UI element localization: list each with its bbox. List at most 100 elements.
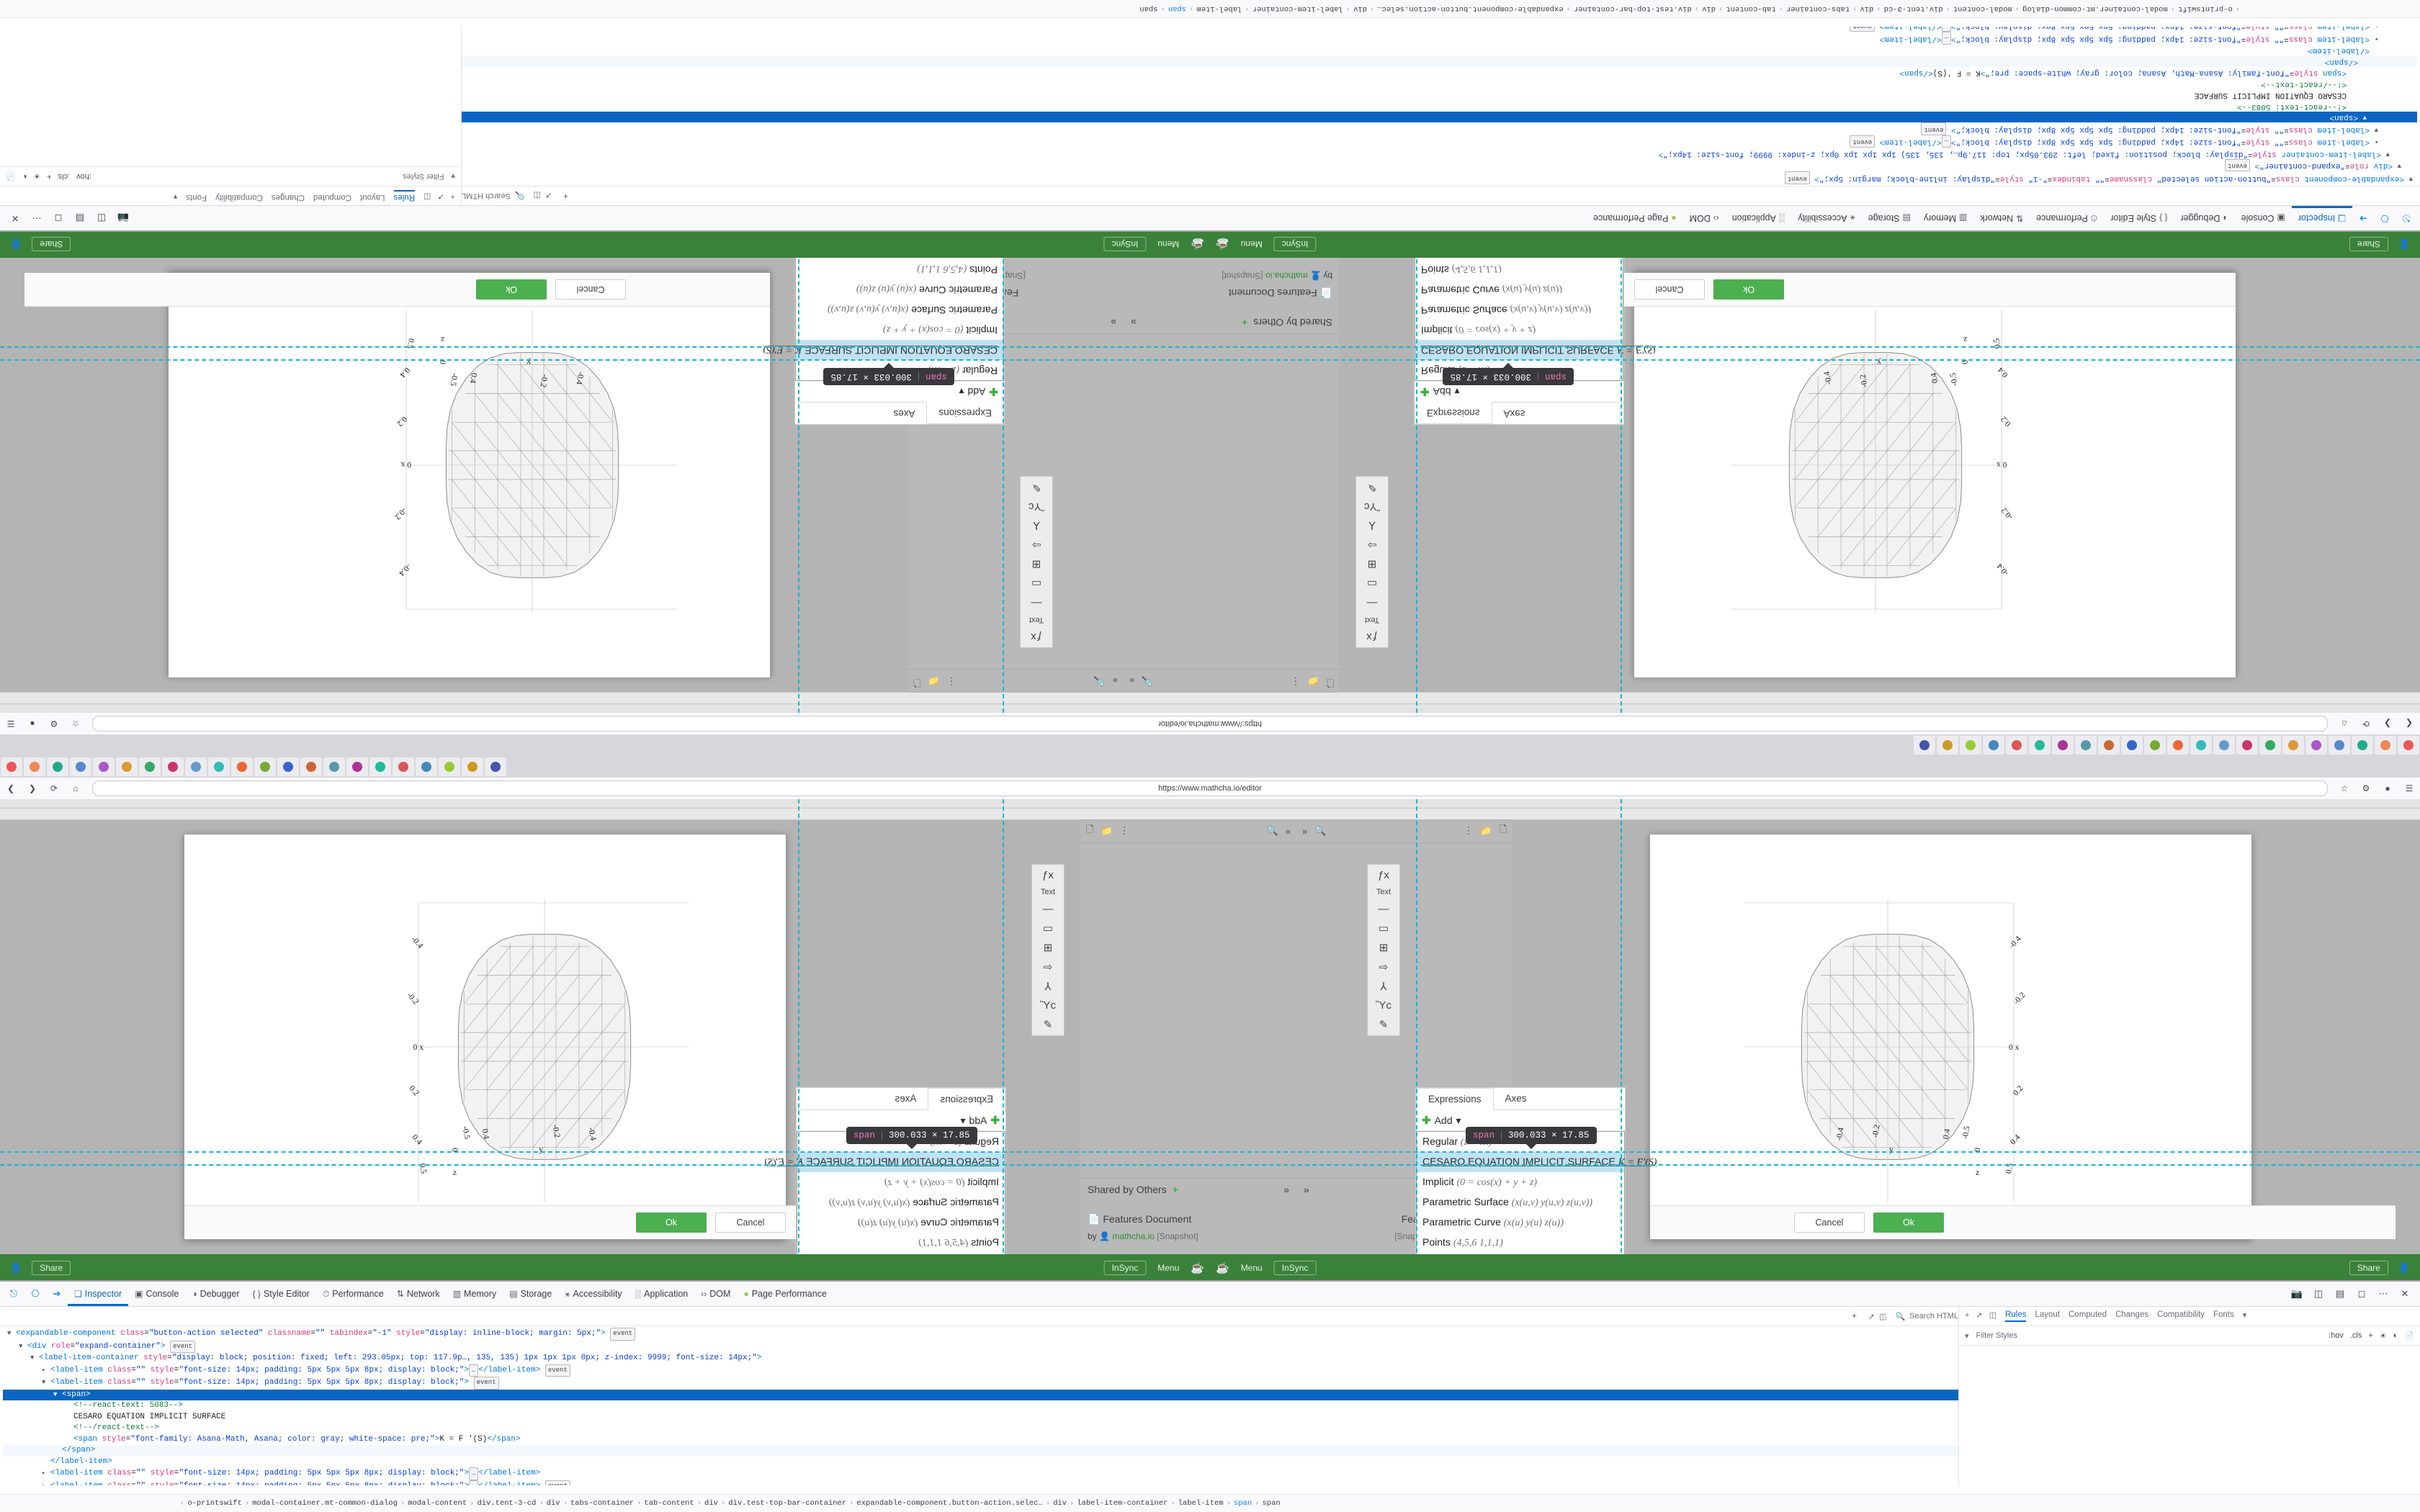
expand-triangle-icon[interactable]	[2352, 103, 2355, 110]
browser-tab[interactable]	[2052, 736, 2074, 755]
expand-triangle-icon[interactable]	[2352, 81, 2355, 88]
responsive-design-icon[interactable]: ⎔	[2380, 213, 2389, 224]
new-file-icon[interactable]: 🗋️	[1499, 824, 1507, 834]
devtools-tab-memory[interactable]: ▥ Memory	[1917, 206, 1974, 230]
filter-styles-placeholder[interactable]: Filter Styles	[1976, 1331, 2017, 1340]
expand-triangle-icon[interactable]	[2352, 92, 2355, 99]
person-icon[interactable]: 👤	[2398, 1262, 2410, 1273]
browser-tab[interactable]	[254, 757, 276, 776]
reload-icon[interactable]: ⟳	[2362, 719, 2370, 729]
search-icon[interactable]: 🔍	[1266, 825, 1278, 836]
style-tab-compatibility[interactable]: Compatibility	[215, 193, 263, 202]
toggle-pane-icon[interactable]: ◫	[1989, 1311, 1997, 1320]
dom-node-line[interactable]: ▸ <label-item class="" style="font-size:…	[462, 32, 2417, 45]
tab-axes[interactable]: Axes	[1503, 408, 1525, 419]
contrast-icon[interactable]: ◐	[2393, 1331, 2398, 1340]
breadcrumb-item[interactable]: tabs-container	[1785, 4, 1850, 13]
cancel-button[interactable]: Cancel	[1794, 1212, 1865, 1233]
browser-tab[interactable]	[139, 757, 161, 776]
editor-toolbar-right[interactable]: ƒx Text — ▭ ⊞ ⇨ ⅄ Ὓc ✎	[1367, 864, 1400, 1036]
breadcrumb-item[interactable]: span	[1262, 1499, 1281, 1508]
coffee-cup-icon[interactable]: ☕	[1216, 1262, 1229, 1274]
add-rule-icon[interactable]: +	[2368, 1331, 2373, 1340]
cancel-button[interactable]: Cancel	[1634, 279, 1705, 300]
expression-type-item[interactable]: Implicit (0 = cos(x) + y + z)	[1415, 320, 1623, 340]
dock-bottom-icon[interactable]: ▤	[2335, 1288, 2345, 1299]
expand-icon[interactable]: »	[1302, 825, 1308, 837]
tab-axes[interactable]: Axes	[893, 408, 915, 419]
pseudo-class-icon[interactable]: ➚	[1976, 1311, 1983, 1320]
table-icon[interactable]: ⊞	[1031, 558, 1041, 570]
devtools-tabbar[interactable]: ⎋ ⎔ ➔ ❑ Inspector ▣ Console ◑ Debugger{ } Styl…	[0, 205, 2420, 230]
dom-node-line[interactable]: ▼ <label-item-container style="display: …	[30, 1354, 762, 1362]
hover-toggle[interactable]: :hov	[76, 172, 91, 181]
browser-tab[interactable]	[2352, 736, 2373, 755]
browser-tab[interactable]	[277, 757, 299, 776]
browser-tab[interactable]	[1, 757, 22, 776]
expand-triangle-icon[interactable]: ▸	[2375, 27, 2378, 30]
image-icon[interactable]: Ὓc	[1364, 500, 1380, 513]
breadcrumb-item[interactable]: div.test-top-bar-container	[1573, 4, 1692, 13]
dom-node-line[interactable]: CESARO EQUATION IMPLICIT SURFACE	[3, 1412, 1958, 1423]
url-bar[interactable]: https://www.mathcha.io/editor	[92, 716, 2328, 732]
browser-tab[interactable]	[2098, 736, 2120, 755]
more-tools-icon[interactable]: ⋯	[32, 213, 42, 224]
browser-tab[interactable]	[93, 757, 115, 776]
insync-badge-right[interactable]: InSync	[1273, 1261, 1317, 1275]
devtools-tab-debugger[interactable]: ◑ Debugger	[185, 1282, 246, 1306]
dom-node-line[interactable]: </span>	[462, 55, 2417, 67]
arrow-icon[interactable]: ⇨	[1379, 961, 1389, 973]
breadcrumb-item[interactable]: label-item	[1196, 4, 1242, 13]
responsive-design-icon[interactable]: ⎔	[31, 1288, 40, 1299]
coffee-cup-icon[interactable]: ☕	[1216, 238, 1229, 250]
breadcrumb-item[interactable]: o-printswift	[187, 1499, 242, 1508]
new-folder-icon[interactable]: 📁	[1307, 676, 1319, 687]
style-tab-computed[interactable]: Computed	[2069, 1310, 2107, 1319]
menu-button-left[interactable]: Menu	[1157, 1263, 1180, 1273]
browser-tab[interactable]	[2144, 736, 2166, 755]
more-options-icon[interactable]: ⋮	[1119, 825, 1129, 836]
dom-search-placeholder[interactable]: Search HTML	[1909, 1312, 1958, 1320]
expand-triangle-icon[interactable]: ▸	[42, 1470, 46, 1477]
reload-icon[interactable]: ⟳	[50, 783, 58, 793]
author-name[interactable]: mathcha.io	[1112, 1231, 1155, 1241]
browser-tab[interactable]	[1914, 736, 1935, 755]
add-node-icon[interactable]: +	[563, 192, 568, 200]
pencil-icon[interactable]: ✎	[1379, 1019, 1389, 1031]
expression-type-item[interactable]: Implicit (0 = cos(x) + y + z)	[1417, 1172, 1624, 1192]
browser-tab[interactable]	[231, 757, 253, 776]
dom-breadcrumb-bar[interactable]: ‹ o-printswift › modal-container.mt-common-…	[0, 0, 2420, 18]
tab-expressions[interactable]: Expressions	[1415, 402, 1492, 424]
expression-type-item[interactable]: Parametric Curve (x(u) y(u) z(u))	[1415, 279, 1623, 300]
dock-side-icon[interactable]: ◫	[2313, 1288, 2323, 1299]
add-rule-icon[interactable]: +	[450, 192, 455, 201]
breadcrumb-item[interactable]: div	[1353, 4, 1367, 13]
expression-type-item[interactable]: CESARO EQUATION IMPLICIT SURFACE K = F′(…	[765, 1152, 1005, 1172]
devtools-tab-style-editor[interactable]: { } Style Editor	[2104, 206, 2174, 230]
text-icon[interactable]: Text	[1040, 888, 1056, 896]
expand-triangle-icon[interactable]: ▼	[53, 1390, 58, 1398]
breadcrumb-item[interactable]: div.tent-3-cd	[477, 1499, 537, 1508]
splitter-icon[interactable]: ◫	[533, 191, 541, 200]
devtools-tab-accessibility[interactable]: ⚹ Accessibility	[1791, 206, 1861, 230]
devtools-tab-dom[interactable]: ‹› DOM	[1683, 206, 1726, 230]
add-rule-icon[interactable]: +	[47, 172, 52, 181]
dom-node-line[interactable]: ▼ <span>	[462, 112, 2417, 123]
plot-icon[interactable]: ⅄	[1368, 519, 1376, 531]
dock-window-icon[interactable]: ◻	[2357, 1288, 2366, 1299]
expand-triangle-icon[interactable]	[65, 1436, 68, 1443]
coffee-cup-icon[interactable]: ☕	[1191, 238, 1204, 250]
devtools-tab-performance[interactable]: ⏱ Performance	[316, 1282, 390, 1306]
search-icon[interactable]: 🔍	[1093, 676, 1106, 687]
dom-node-line[interactable]: </span>	[3, 1445, 1958, 1457]
shared-document-row-left[interactable]: 📄 Features Document	[1124, 282, 1340, 303]
breadcrumb-item[interactable]: div	[704, 1499, 718, 1508]
style-tabbar[interactable]: + ➚ ◫ Rules Layout Computed Changes Compatibili…	[0, 186, 461, 205]
browser-tab[interactable]	[416, 757, 437, 776]
share-button[interactable]: Share	[2349, 237, 2388, 251]
style-tab-rules[interactable]: Rules	[394, 190, 415, 202]
browser-tab[interactable]	[162, 757, 184, 776]
pencil-icon[interactable]: ✎	[1043, 1019, 1053, 1031]
expression-type-item[interactable]: Parametric Surface (x(u,v) y(u,v) z(u,v)…	[796, 300, 1003, 320]
chevron-down-icon[interactable]: »	[1283, 1183, 1289, 1195]
